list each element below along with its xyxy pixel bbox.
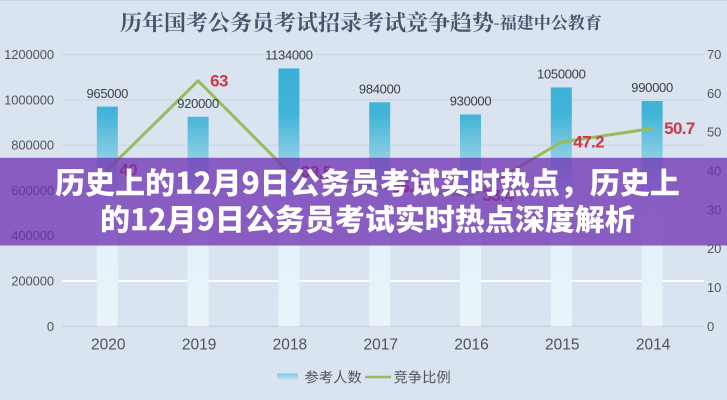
svg-text:800000: 800000 [11,138,54,153]
svg-text:2015: 2015 [545,337,579,354]
svg-text:0: 0 [707,319,714,334]
svg-text:2014: 2014 [636,337,671,354]
svg-text:2019: 2019 [182,337,216,354]
svg-text:10: 10 [707,280,721,295]
svg-text:2020: 2020 [91,337,126,354]
svg-text:2018: 2018 [273,337,307,354]
svg-text:990000: 990000 [631,80,673,95]
svg-text:1134000: 1134000 [265,48,313,63]
svg-text:1000000: 1000000 [4,92,54,107]
svg-text:50: 50 [707,125,721,140]
svg-text:1200000: 1200000 [4,47,54,62]
svg-text:60: 60 [707,86,721,101]
svg-text:70: 70 [707,47,721,62]
svg-text:1050000: 1050000 [537,67,586,82]
svg-text:200000: 200000 [11,274,54,289]
svg-text:2017: 2017 [363,337,397,354]
svg-text:984000: 984000 [359,82,401,97]
svg-text:63: 63 [210,71,228,90]
svg-text:930000: 930000 [450,94,492,109]
svg-text:50.7: 50.7 [664,119,695,138]
svg-text:965000: 965000 [87,86,129,101]
svg-text:920000: 920000 [177,96,219,111]
svg-text:2016: 2016 [454,337,488,354]
svg-text:0: 0 [47,319,54,334]
svg-text:47.2: 47.2 [573,133,604,152]
